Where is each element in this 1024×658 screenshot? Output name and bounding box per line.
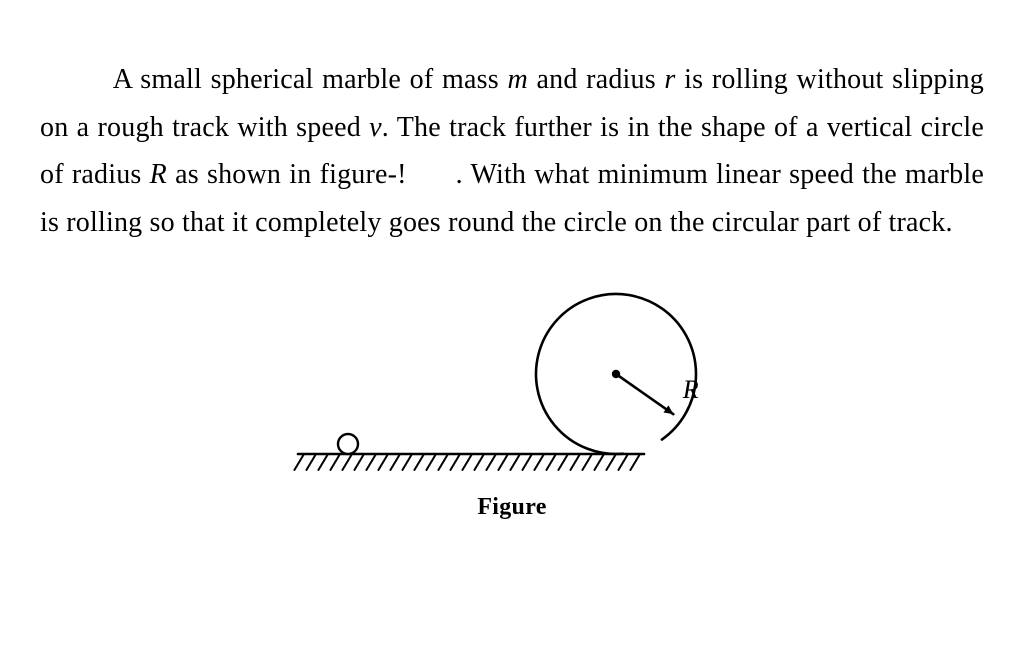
figure: R Figure (40, 274, 984, 521)
figure-caption: Figure (477, 494, 546, 521)
loop-radius-label: R (682, 375, 699, 404)
figure-svg: R (252, 274, 772, 484)
problem-text: A small spherical marble of mass m and r… (40, 56, 984, 246)
